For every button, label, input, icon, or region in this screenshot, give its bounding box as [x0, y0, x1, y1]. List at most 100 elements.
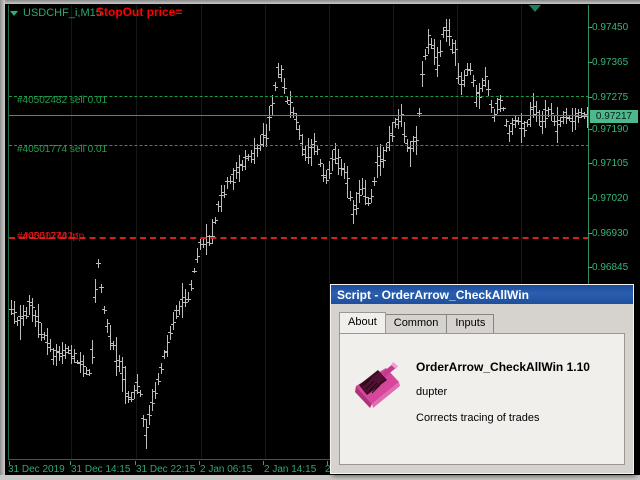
price-bar: [464, 69, 465, 88]
price-bar: [101, 284, 102, 293]
chart-header[interactable]: USDCHF_i,M15: [10, 5, 102, 21]
price-bar: [278, 62, 279, 78]
time-tick-mark: [199, 461, 200, 465]
price-bar: [524, 121, 525, 137]
price-bar: [527, 120, 528, 127]
price-bar: [377, 147, 378, 178]
price-bar-close-tick: [276, 86, 278, 88]
price-bar-close-tick: [519, 121, 521, 123]
price-bar: [410, 140, 411, 167]
price-bar: [182, 282, 183, 318]
price-bar-close-tick: [171, 332, 173, 334]
price-bar-open-tick: [237, 167, 239, 169]
tab-strip[interactable]: About Common Inputs: [339, 312, 495, 333]
price-tick-mark: [588, 97, 592, 98]
price-bar-open-tick: [453, 51, 455, 53]
price-bar-close-tick: [210, 243, 212, 245]
price-bar-open-tick: [153, 390, 155, 392]
price-bar: [116, 336, 117, 376]
price-bar-close-tick: [402, 113, 404, 115]
price-bar: [140, 389, 141, 397]
price-bar: [284, 77, 285, 95]
price-bar-close-tick: [429, 35, 431, 37]
price-bar-open-tick: [201, 244, 203, 246]
price-bar-open-tick: [183, 301, 185, 303]
tab-common[interactable]: Common: [384, 314, 448, 333]
price-bar-close-tick: [174, 321, 176, 323]
price-bar-close-tick: [15, 311, 17, 313]
price-bar-close-tick: [522, 122, 524, 124]
tab-inputs[interactable]: Inputs: [446, 314, 495, 333]
chevron-down-icon[interactable]: [10, 10, 18, 16]
price-bar-open-tick: [102, 308, 104, 310]
price-bar-open-tick: [39, 333, 41, 335]
price-bar: [170, 326, 171, 341]
price-bar: [221, 184, 222, 212]
price-bar-close-tick: [363, 188, 365, 190]
price-bar: [245, 150, 246, 170]
price-bar-close-tick: [105, 310, 107, 312]
time-tick-mark: [327, 461, 328, 465]
price-bar: [89, 369, 90, 377]
price-bar-close-tick: [474, 80, 476, 82]
price-bar-close-tick: [417, 139, 419, 141]
grid-line-vertical: [265, 5, 266, 459]
price-bar: [188, 292, 189, 302]
price-bar: [500, 94, 501, 113]
price-bar: [335, 142, 336, 165]
price-bar-open-tick: [504, 124, 506, 126]
price-bar-open-tick: [267, 117, 269, 119]
price-bar-close-tick: [405, 136, 407, 138]
price-bar-open-tick: [219, 195, 221, 197]
price-bar-open-tick: [270, 104, 272, 106]
price-bar-open-tick: [207, 242, 209, 244]
price-bar-close-tick: [252, 159, 254, 161]
price-bar: [224, 185, 225, 198]
price-bar-open-tick: [240, 165, 242, 167]
price-bar-open-tick: [171, 323, 173, 325]
price-bar-close-tick: [138, 385, 140, 387]
price-bar: [209, 235, 210, 247]
price-bar-open-tick: [357, 192, 359, 194]
order-line-40501774: [9, 145, 588, 146]
price-bar-open-tick: [18, 315, 20, 317]
price-bar-close-tick: [471, 70, 473, 72]
price-bar-close-tick: [18, 319, 20, 321]
price-bar-close-tick: [225, 193, 227, 195]
price-bar-close-tick: [528, 123, 530, 125]
price-bar-open-tick: [246, 156, 248, 158]
price-bar: [341, 158, 342, 177]
price-bar-close-tick: [351, 197, 353, 199]
price-bar: [203, 237, 204, 248]
price-bar: [80, 352, 81, 373]
price-bar-open-tick: [471, 82, 473, 84]
price-bar: [287, 96, 288, 104]
price-bar-open-tick: [543, 109, 545, 111]
price-bar-open-tick: [60, 356, 62, 358]
chart-symbol-label: USDCHF_i,M15: [23, 7, 102, 19]
price-bar-open-tick: [150, 401, 152, 403]
chart-top-marker-icon: [529, 5, 541, 12]
price-bar-open-tick: [117, 359, 119, 361]
price-bar-open-tick: [285, 100, 287, 102]
price-tick-mark: [588, 198, 592, 199]
dialog-titlebar[interactable]: Script - OrderArrow_CheckAllWin: [331, 285, 633, 304]
price-bar-open-tick: [135, 382, 137, 384]
script-properties-dialog[interactable]: Script - OrderArrow_CheckAllWin About Co…: [330, 284, 634, 474]
price-bar: [467, 63, 468, 76]
price-bar-open-tick: [435, 68, 437, 70]
price-bar-close-tick: [453, 43, 455, 45]
grid-line-vertical: [393, 5, 394, 459]
price-bar-open-tick: [555, 130, 557, 132]
price-bar: [107, 319, 108, 334]
price-bar-open-tick: [36, 316, 38, 318]
price-bar-open-tick: [432, 48, 434, 50]
tab-about[interactable]: About: [339, 312, 386, 333]
grid-line-vertical: [521, 5, 522, 459]
price-bar: [260, 134, 261, 152]
price-bar-open-tick: [501, 107, 503, 109]
price-bar-close-tick: [258, 148, 260, 150]
time-tick-label: 31 Dec 14:15: [71, 464, 131, 475]
price-bar-open-tick: [462, 80, 464, 82]
price-bar-open-tick: [546, 110, 548, 112]
